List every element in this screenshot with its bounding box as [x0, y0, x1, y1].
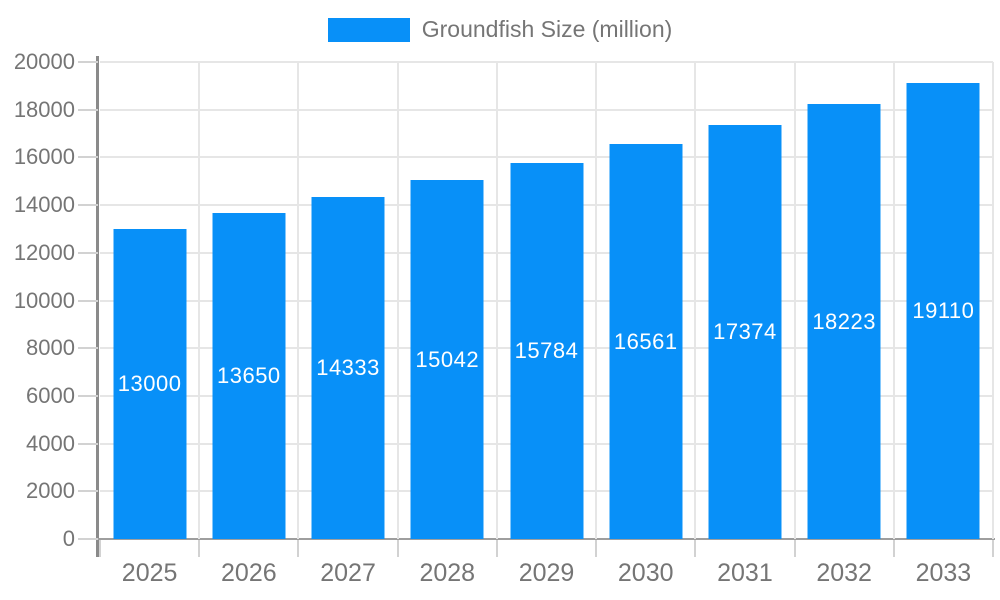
bar: 17374 [708, 124, 782, 539]
x-axis-line [78, 538, 995, 540]
gridline-vertical [198, 62, 201, 539]
gridline-vertical [694, 62, 697, 539]
x-axis-label: 2031 [717, 559, 773, 587]
gridline-vertical [793, 62, 796, 539]
x-tick-mark [595, 540, 598, 557]
x-tick-mark [495, 540, 498, 557]
x-axis-label: 2026 [221, 559, 277, 587]
gridline-vertical [297, 62, 300, 539]
y-axis-label: 8000 [26, 335, 75, 361]
y-axis-label: 16000 [13, 144, 75, 170]
bar: 15042 [410, 180, 484, 539]
y-tick-mark [78, 299, 98, 302]
x-axis: 2025 2026 2027 2028 2029 2030 2031 2032 2033 [99, 539, 994, 600]
gridline-vertical [595, 62, 598, 539]
x-axis-label: 2033 [915, 559, 972, 587]
x-axis-label: 2025 [121, 559, 178, 587]
y-axis-line [96, 56, 99, 557]
bar: 18223 [807, 104, 881, 539]
x-axis-label: 2028 [419, 559, 476, 587]
y-tick-mark [78, 490, 98, 493]
y-tick-mark [78, 538, 98, 540]
bar-value-label: 14333 [316, 355, 380, 381]
y-tick-mark [78, 61, 98, 63]
legend[interactable]: Groundfish Size (million) [0, 16, 1000, 44]
x-tick-mark [694, 540, 697, 557]
gridline-vertical [495, 62, 498, 539]
bar: 13650 [212, 213, 286, 539]
x-tick-mark [892, 540, 895, 557]
legend-label: Groundfish Size (million) [421, 16, 673, 42]
y-axis-label: 4000 [26, 430, 75, 456]
bar-value-label: 17374 [713, 318, 777, 344]
bar-value-label: 16561 [613, 328, 678, 354]
x-tick-mark [396, 540, 399, 557]
x-tick-mark [793, 540, 796, 557]
x-tick-mark [297, 540, 300, 557]
y-axis: 0 2000 4000 6000 8000 10000 12000 14000 16000 180… [0, 49, 100, 551]
x-axis-label: 2032 [816, 559, 872, 587]
x-axis-label: 2030 [617, 559, 674, 587]
y-axis-label: 0 [62, 526, 75, 551]
x-tick-mark [99, 540, 101, 557]
x-axis-label: 2027 [320, 559, 376, 587]
y-tick-mark [78, 442, 98, 445]
gridline-vertical [396, 62, 399, 539]
y-axis-label: 20000 [13, 49, 75, 74]
y-tick-mark [78, 108, 98, 111]
gridline-vertical [892, 62, 895, 539]
y-axis-label: 6000 [26, 382, 75, 408]
x-tick-mark [992, 540, 994, 557]
y-axis-label: 18000 [13, 96, 75, 122]
bar: 15784 [510, 162, 583, 539]
bar-value-label: 19110 [912, 298, 975, 324]
plot-area: 13000 13650 14333 15042 15784 16561 17374 18223… [100, 61, 994, 539]
gridline-horizontal [100, 156, 993, 159]
bar: 19110 [906, 83, 980, 539]
y-tick-mark [78, 204, 98, 207]
bar: 13000 [113, 228, 187, 539]
bar-value-label: 15784 [514, 337, 579, 363]
bar-value-label: 13000 [117, 370, 182, 396]
gridline-horizontal [100, 108, 993, 111]
bar-value-label: 18223 [812, 308, 876, 334]
y-axis-label: 12000 [13, 239, 75, 265]
bar-value-label: 13650 [216, 363, 281, 389]
bar: 14333 [311, 197, 385, 539]
legend-swatch [327, 17, 410, 42]
y-tick-mark [78, 251, 98, 254]
y-axis-label: 14000 [13, 192, 75, 218]
x-tick-mark [198, 540, 201, 557]
x-axis-label: 2029 [518, 559, 575, 587]
bar-value-label: 15042 [415, 346, 480, 372]
y-tick-mark [78, 347, 98, 350]
bar: 16561 [609, 144, 683, 539]
y-axis-label: 10000 [13, 287, 75, 313]
y-tick-mark [78, 394, 98, 397]
gridline-vertical [992, 62, 994, 539]
y-axis-label: 2000 [26, 478, 75, 504]
gridline-horizontal [100, 61, 993, 63]
y-tick-mark [78, 156, 98, 159]
